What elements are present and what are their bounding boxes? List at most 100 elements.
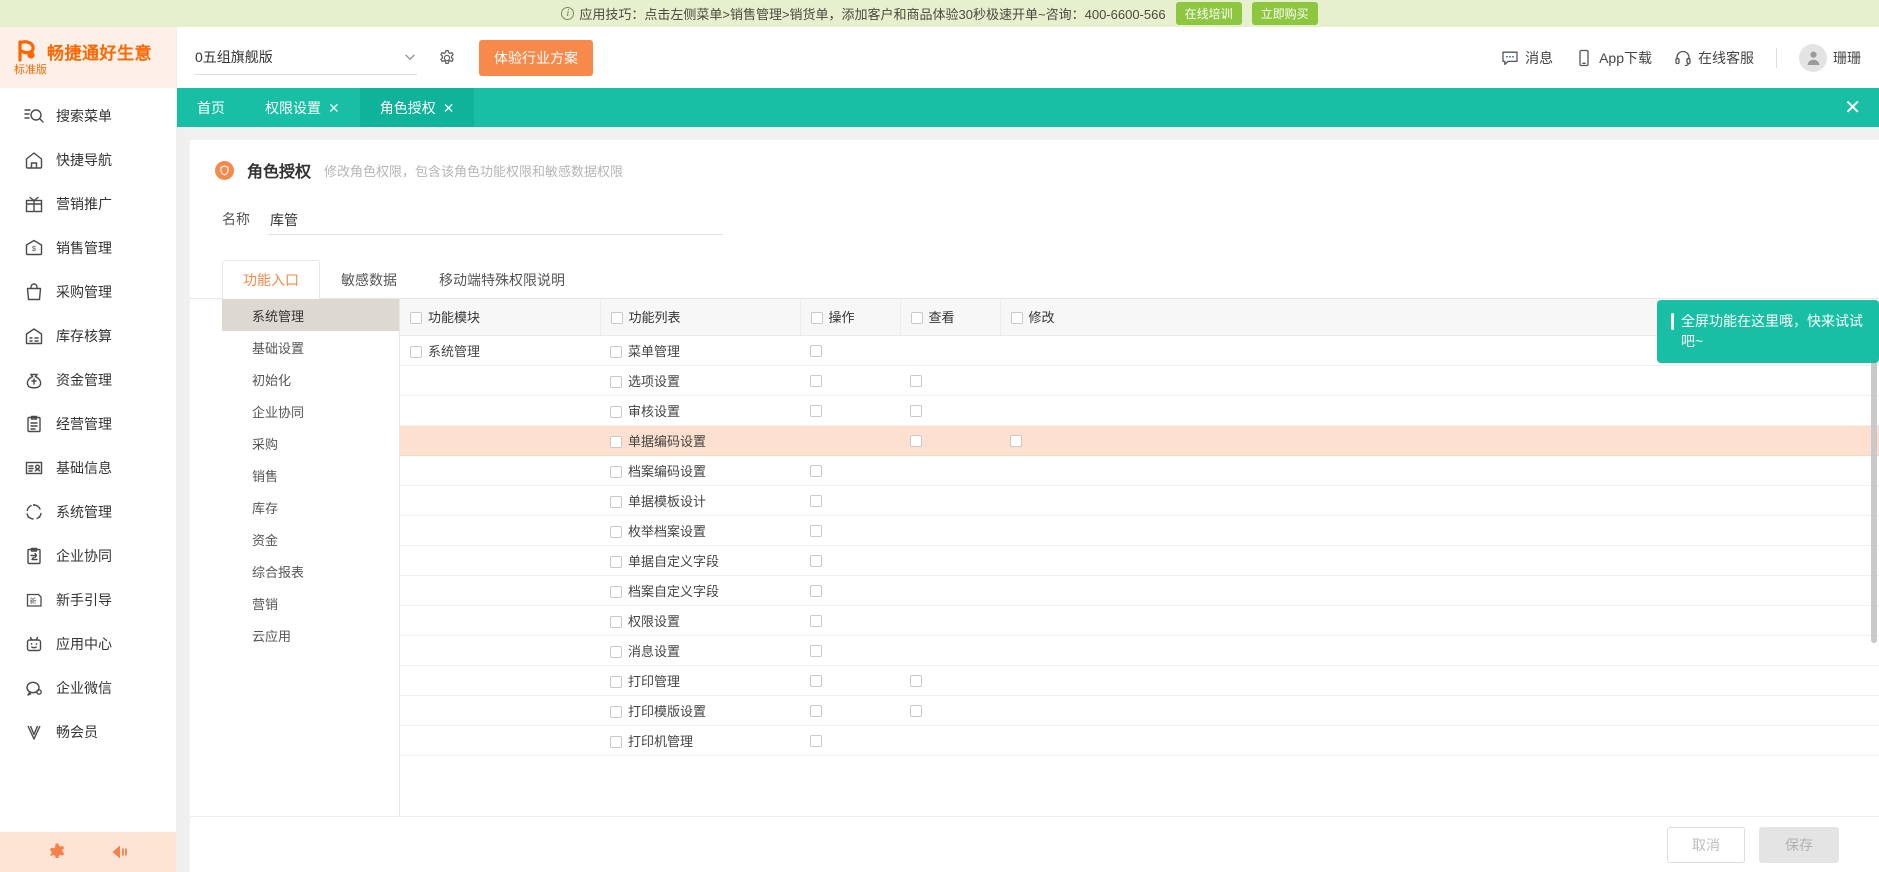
table-row[interactable]: 打印机管理 [400, 725, 1879, 756]
tab-home[interactable]: 首页 [177, 88, 245, 127]
module-item-cloud-app[interactable]: 云应用 [252, 628, 292, 644]
sidebar-collapse-button[interactable] [109, 842, 129, 862]
operate-checkbox[interactable] [810, 734, 822, 747]
operate-checkbox[interactable] [810, 344, 822, 357]
header-checkbox[interactable] [410, 312, 422, 325]
feature-checkbox[interactable] [610, 645, 622, 658]
sidebar-item-fund-management[interactable]: 资金管理 [0, 358, 176, 402]
operate-checkbox[interactable] [810, 584, 822, 597]
org-select[interactable]: 0五组旗舰版 [195, 41, 417, 75]
feature-checkbox[interactable] [610, 375, 622, 388]
feature-checkbox[interactable] [610, 495, 622, 508]
operate-checkbox[interactable] [810, 464, 822, 477]
operate-checkbox[interactable] [810, 494, 822, 507]
tab-permission-settings[interactable]: 权限设置 ✕ [245, 88, 360, 127]
sidebar-item-chang-member[interactable]: 畅会员 [0, 710, 176, 754]
sidebar-item-search-menu[interactable]: 搜索菜单 [0, 94, 176, 138]
table-row[interactable]: 打印模版设置 [400, 695, 1879, 726]
module-item-comprehensive-report[interactable]: 综合报表 [252, 564, 305, 580]
table-row[interactable]: 审核设置 [400, 395, 1879, 426]
online-training-button[interactable]: 在线培训 [1175, 2, 1242, 25]
feature-checkbox[interactable] [610, 435, 622, 448]
view-checkbox[interactable] [910, 434, 922, 447]
header-checkbox[interactable] [810, 312, 823, 325]
module-item-initialization[interactable]: 初始化 [252, 372, 292, 388]
feature-checkbox[interactable] [610, 735, 622, 748]
operate-checkbox[interactable] [810, 644, 822, 657]
header-checkbox[interactable] [910, 312, 923, 325]
module-item-system-management[interactable]: 系统管理 [222, 299, 399, 331]
module-item-purchase[interactable]: 采购 [252, 436, 279, 452]
table-row[interactable]: 单据模板设计 [400, 485, 1879, 516]
operate-checkbox[interactable] [810, 404, 822, 417]
module-item-marketing[interactable]: 营销 [252, 596, 279, 612]
org-settings-gear-icon[interactable] [437, 48, 457, 68]
module-checkbox[interactable] [410, 345, 422, 358]
sidebar-settings-button[interactable] [47, 842, 67, 862]
tab-role-authorization[interactable]: 角色授权 ✕ [359, 88, 475, 127]
sidebar-item-enterprise-collaboration[interactable]: 企业协同 [0, 534, 176, 578]
table-row[interactable]: 单据自定义字段 [400, 545, 1879, 576]
table-row[interactable]: 消息设置 [400, 635, 1879, 666]
operate-checkbox[interactable] [810, 674, 822, 687]
sidebar-item-marketing-promo[interactable]: 营销推广 [0, 182, 176, 226]
sidebar-item-wechat-work[interactable]: 企业微信 [0, 666, 176, 710]
sidebar-item-quick-nav[interactable]: 快捷导航 [0, 138, 176, 182]
feature-checkbox[interactable] [610, 585, 622, 598]
view-checkbox[interactable] [910, 404, 922, 417]
operate-checkbox[interactable] [810, 614, 822, 627]
module-item-basic-settings[interactable]: 基础设置 [252, 340, 305, 356]
module-item-inventory[interactable]: 库存 [252, 500, 279, 516]
topbar-online-service[interactable]: 在线客服 [1674, 48, 1754, 68]
fullscreen-tip-banner[interactable]: 全屏功能在这里哦，快来试试吧~ [1657, 300, 1879, 363]
topbar-messages[interactable]: 消息 [1501, 48, 1553, 68]
feature-checkbox[interactable] [610, 525, 622, 538]
table-row[interactable]: 档案自定义字段 [400, 575, 1879, 606]
header-checkbox[interactable] [1010, 312, 1023, 325]
sidebar-item-system-management[interactable]: 系统管理 [0, 490, 176, 534]
role-name-input[interactable] [268, 208, 723, 235]
table-row[interactable]: 枚举档案设置 [400, 515, 1879, 546]
view-checkbox[interactable] [910, 674, 922, 687]
feature-checkbox[interactable] [610, 405, 622, 418]
feature-checkbox[interactable] [610, 465, 622, 478]
inner-tab-mobile-special-permission[interactable]: 移动端特殊权限说明 [439, 272, 565, 288]
table-row[interactable]: 权限设置 [400, 605, 1879, 636]
tab-close-icon[interactable]: ✕ [328, 99, 340, 116]
industry-solution-button[interactable]: 体验行业方案 [479, 39, 593, 76]
feature-checkbox[interactable] [610, 345, 622, 358]
module-item-sales[interactable]: 销售 [252, 468, 279, 484]
table-row[interactable]: 档案编码设置 [400, 455, 1879, 486]
topbar-app-download[interactable]: App下载 [1575, 48, 1652, 68]
feature-checkbox[interactable] [610, 675, 622, 688]
table-scrollbar-thumb[interactable] [1871, 343, 1877, 643]
buy-now-button[interactable]: 立即购买 [1251, 2, 1318, 25]
sidebar-item-basic-info[interactable]: 基础信息 [0, 446, 176, 490]
feature-checkbox[interactable] [610, 555, 622, 568]
operate-checkbox[interactable] [810, 554, 822, 567]
cancel-button[interactable]: 取消 [1667, 826, 1745, 863]
sidebar-item-sales-management[interactable]: $ 销售管理 [0, 226, 176, 270]
sidebar-item-app-center[interactable]: 应用中心 [0, 622, 176, 666]
modify-checkbox[interactable] [1010, 434, 1022, 447]
view-checkbox[interactable] [910, 374, 922, 387]
feature-checkbox[interactable] [610, 615, 622, 628]
header-checkbox[interactable] [610, 312, 623, 325]
module-item-enterprise-collaboration[interactable]: 企业协同 [252, 404, 305, 420]
save-button[interactable]: 保存 [1759, 826, 1839, 863]
table-row[interactable]: 打印管理 [400, 665, 1879, 696]
operate-checkbox[interactable] [810, 524, 822, 537]
inner-tab-sensitive-data[interactable]: 敏感数据 [341, 272, 397, 288]
sidebar-item-inventory-accounting[interactable]: 库存核算 [0, 314, 176, 358]
module-item-funds[interactable]: 资金 [252, 532, 279, 548]
sidebar-item-purchase-management[interactable]: 采购管理 [0, 270, 176, 314]
close-all-tabs-icon[interactable]: ✕ [1844, 97, 1861, 119]
operate-checkbox[interactable] [810, 704, 822, 717]
operate-checkbox[interactable] [810, 374, 822, 387]
table-row[interactable]: 单据编码设置 [400, 425, 1879, 456]
sidebar-item-business-management[interactable]: 经营管理 [0, 402, 176, 446]
table-row[interactable]: 选项设置 [400, 365, 1879, 396]
feature-checkbox[interactable] [610, 705, 622, 718]
user-menu[interactable]: 珊珊 [1799, 43, 1861, 72]
sidebar-item-beginner-guide[interactable]: 新 新手引导 [0, 578, 176, 622]
